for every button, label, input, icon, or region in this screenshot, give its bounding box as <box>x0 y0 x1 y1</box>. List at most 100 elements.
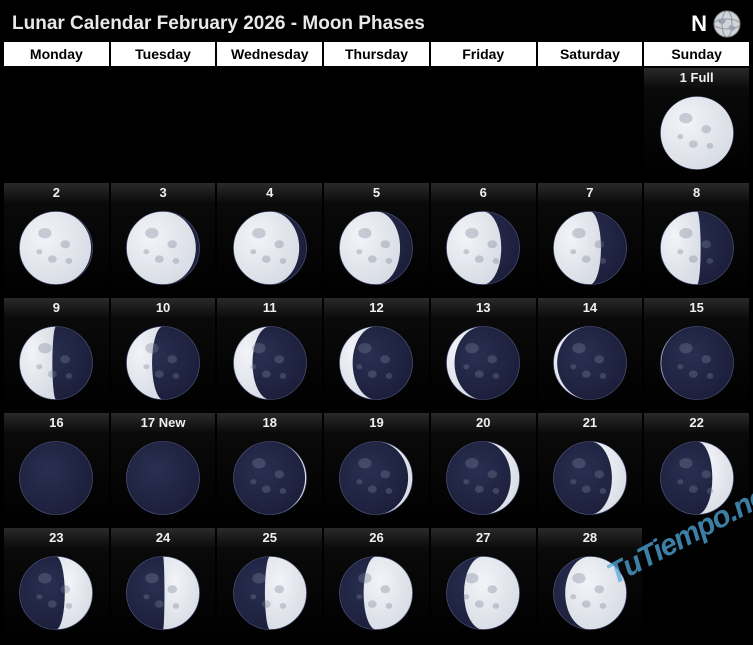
weekday-header-cell: Monday <box>4 42 109 66</box>
title-row: Lunar Calendar February 2026 - Moon Phas… <box>4 4 749 42</box>
day-label: 21 <box>538 413 643 430</box>
moon-phase-icon <box>4 200 109 296</box>
day-label: 18 <box>217 413 322 430</box>
weekday-header-cell: Thursday <box>324 42 429 66</box>
moon-phase-icon <box>538 200 643 296</box>
moon-phase-icon <box>217 545 322 641</box>
hemisphere-letter: N <box>691 11 707 37</box>
day-label: 25 <box>217 528 322 545</box>
day-cell: 16 <box>4 413 109 526</box>
day-label: 6 <box>431 183 536 200</box>
empty-cell <box>538 68 643 181</box>
empty-cell <box>217 68 322 181</box>
day-label: 8 <box>644 183 749 200</box>
calendar-title: Lunar Calendar February 2026 - Moon Phas… <box>12 13 425 35</box>
moon-phase-icon <box>4 545 109 641</box>
moon-phase-icon <box>324 545 429 641</box>
moon-phase-icon <box>324 200 429 296</box>
day-cell: 18 <box>217 413 322 526</box>
empty-cell <box>111 68 216 181</box>
day-label: 17 New <box>111 413 216 430</box>
moon-phase-icon <box>324 315 429 411</box>
day-cell: 17 New <box>111 413 216 526</box>
day-label: 7 <box>538 183 643 200</box>
day-cell: 3 <box>111 183 216 296</box>
empty-cell <box>4 68 109 181</box>
moon-phase-icon <box>4 315 109 411</box>
moon-phase-icon <box>538 315 643 411</box>
day-cell: 11 <box>217 298 322 411</box>
moon-phase-icon <box>644 200 749 296</box>
moon-phase-icon <box>538 430 643 526</box>
day-cell: 9 <box>4 298 109 411</box>
day-cell: 19 <box>324 413 429 526</box>
day-label: 15 <box>644 298 749 315</box>
day-label: 4 <box>217 183 322 200</box>
moon-phase-icon <box>431 545 536 641</box>
weekday-header-cell: Wednesday <box>217 42 322 66</box>
moon-phase-icon <box>217 430 322 526</box>
day-cell: 20 <box>431 413 536 526</box>
weekday-header-cell: Friday <box>431 42 536 66</box>
day-cell: 26 <box>324 528 429 641</box>
day-label: 1 Full <box>644 68 749 85</box>
day-label: 9 <box>4 298 109 315</box>
moon-phase-icon <box>431 200 536 296</box>
moon-phase-icon <box>111 200 216 296</box>
day-cell: 25 <box>217 528 322 641</box>
weekday-header: MondayTuesdayWednesdayThursdayFridaySatu… <box>4 42 749 66</box>
day-cell: 21 <box>538 413 643 526</box>
day-cell: 1 Full <box>644 68 749 181</box>
day-label: 19 <box>324 413 429 430</box>
moon-phase-icon <box>644 315 749 411</box>
day-cell: 4 <box>217 183 322 296</box>
day-label: 5 <box>324 183 429 200</box>
day-cell: 10 <box>111 298 216 411</box>
day-label: 28 <box>538 528 643 545</box>
day-cell: 12 <box>324 298 429 411</box>
day-label: 24 <box>111 528 216 545</box>
day-cell: 22 <box>644 413 749 526</box>
day-cell: 24 <box>111 528 216 641</box>
moon-phase-icon <box>4 430 109 526</box>
moon-phase-icon <box>538 545 643 641</box>
weekday-header-cell: Sunday <box>644 42 749 66</box>
weekday-header-cell: Saturday <box>538 42 643 66</box>
calendar-grid: 1 Full 2 <box>4 68 749 641</box>
moon-phase-icon <box>217 200 322 296</box>
moon-phase-icon <box>431 315 536 411</box>
moon-phase-icon <box>324 430 429 526</box>
hemisphere-indicator: N <box>691 10 741 38</box>
day-label: 14 <box>538 298 643 315</box>
day-label: 22 <box>644 413 749 430</box>
globe-icon <box>713 10 741 38</box>
day-label: 23 <box>4 528 109 545</box>
day-cell: 15 <box>644 298 749 411</box>
day-label: 13 <box>431 298 536 315</box>
day-cell: 28 <box>538 528 643 641</box>
day-cell: 2 <box>4 183 109 296</box>
day-label: 2 <box>4 183 109 200</box>
empty-cell <box>644 528 749 641</box>
day-cell: 23 <box>4 528 109 641</box>
moon-phase-icon <box>431 430 536 526</box>
moon-phase-icon <box>111 545 216 641</box>
day-label: 20 <box>431 413 536 430</box>
day-label: 3 <box>111 183 216 200</box>
day-label: 26 <box>324 528 429 545</box>
day-label: 11 <box>217 298 322 315</box>
moon-phase-icon <box>217 315 322 411</box>
day-cell: 27 <box>431 528 536 641</box>
moon-phase-icon <box>644 85 749 181</box>
day-cell: 7 <box>538 183 643 296</box>
moon-phase-icon <box>111 315 216 411</box>
moon-phase-icon <box>111 430 216 526</box>
day-label: 27 <box>431 528 536 545</box>
lunar-calendar: Lunar Calendar February 2026 - Moon Phas… <box>0 0 753 645</box>
day-label: 12 <box>324 298 429 315</box>
day-cell: 5 <box>324 183 429 296</box>
day-label: 10 <box>111 298 216 315</box>
day-cell: 14 <box>538 298 643 411</box>
weekday-header-cell: Tuesday <box>111 42 216 66</box>
empty-cell <box>431 68 536 181</box>
